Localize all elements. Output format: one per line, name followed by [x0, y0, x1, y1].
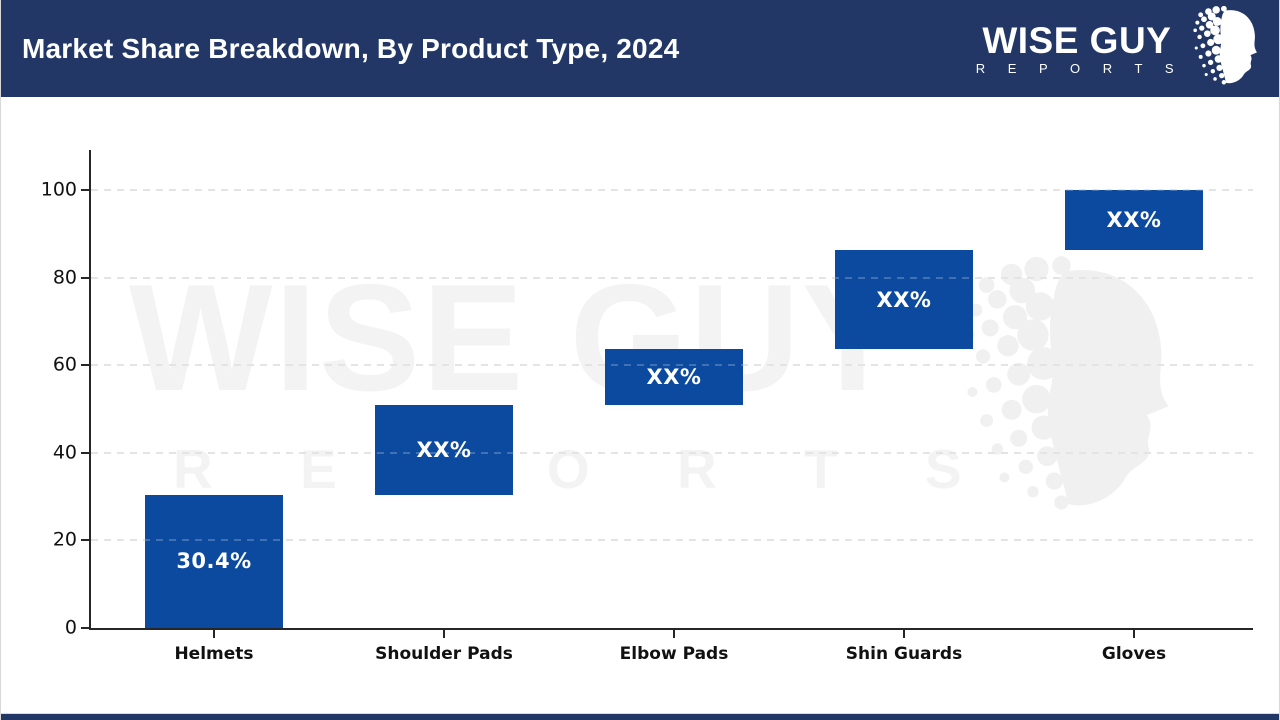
- y-axis-tick-label: 20: [52, 528, 77, 551]
- footer-divider: [1, 713, 1279, 714]
- y-axis-tick-label: 100: [40, 178, 77, 201]
- x-axis-tick-mark: [1133, 630, 1135, 638]
- bar: XX%: [605, 349, 743, 406]
- x-axis-category-label: Shin Guards: [845, 644, 963, 664]
- x-axis-line: [89, 628, 1253, 630]
- gridline: [91, 451, 1253, 454]
- y-axis-tick-mark: [81, 451, 89, 454]
- gridline: [91, 276, 1253, 279]
- gridline-overlay: [91, 364, 1253, 367]
- y-axis-tick-label: 0: [64, 616, 77, 639]
- bar: XX%: [1065, 190, 1203, 251]
- x-axis-tick-mark: [673, 630, 675, 638]
- header-bar: Market Share Breakdown, By Product Type,…: [1, 0, 1279, 97]
- x-axis-tick-mark: [903, 630, 905, 638]
- x-axis-category-label: Shoulder Pads: [375, 644, 513, 664]
- bar-value-label: 30.4%: [176, 549, 252, 574]
- y-axis-tick-mark: [81, 189, 89, 191]
- page-title: Market Share Breakdown, By Product Type,…: [22, 32, 680, 64]
- bar-value-label: XX%: [1106, 208, 1162, 233]
- x-axis-category-label: Elbow Pads: [619, 644, 729, 664]
- gridline-overlay: [91, 451, 1253, 454]
- bar: XX%: [375, 405, 513, 495]
- bar-value-label: XX%: [646, 365, 702, 390]
- x-axis-category-label: Gloves: [1101, 644, 1167, 664]
- bar: XX%: [835, 250, 973, 350]
- y-axis-tick-label: 40: [52, 441, 77, 464]
- watermark-wordmark: WISE GUY: [129, 253, 906, 423]
- y-axis-tick-label: 80: [52, 266, 77, 289]
- gridline-overlay: [91, 276, 1253, 279]
- gridline-overlay: [91, 189, 1253, 191]
- logo-wordmark: WISE GUY: [982, 19, 1172, 61]
- wiseguy-logo-text: WISE GUY R E P O R T S: [971, 22, 1183, 75]
- bar-value-label: XX%: [876, 287, 932, 312]
- y-axis-tick-mark: [81, 627, 89, 629]
- x-axis-tick-mark: [443, 630, 445, 638]
- bar-value-label: XX%: [416, 438, 472, 463]
- gridline: [91, 539, 1253, 542]
- footer-accent-bar: [1, 714, 1279, 720]
- bar: 30.4%: [145, 494, 283, 628]
- y-axis-tick-mark: [81, 364, 89, 367]
- wiseguy-logo: WISE GUY R E P O R T S: [971, 6, 1265, 90]
- y-axis-tick-mark: [81, 539, 89, 542]
- wiseguy-head-icon: [1185, 6, 1265, 90]
- watermark-subtitle: R E P O R T S: [173, 438, 998, 500]
- chart-plot-area: 0 20 40 60 80 100 30.4% XX% XX% XX% XX% Helmets Shou…: [41, 150, 1253, 664]
- x-axis-tick-mark: [213, 630, 215, 638]
- logo-subtitle: R E P O R T S: [975, 60, 1183, 76]
- y-axis-tick-label: 60: [52, 353, 77, 376]
- y-axis-tick-mark: [81, 276, 89, 279]
- gridline-overlay: [91, 539, 1253, 542]
- x-axis-category-label: Helmets: [174, 644, 254, 664]
- gridline: [91, 189, 1253, 191]
